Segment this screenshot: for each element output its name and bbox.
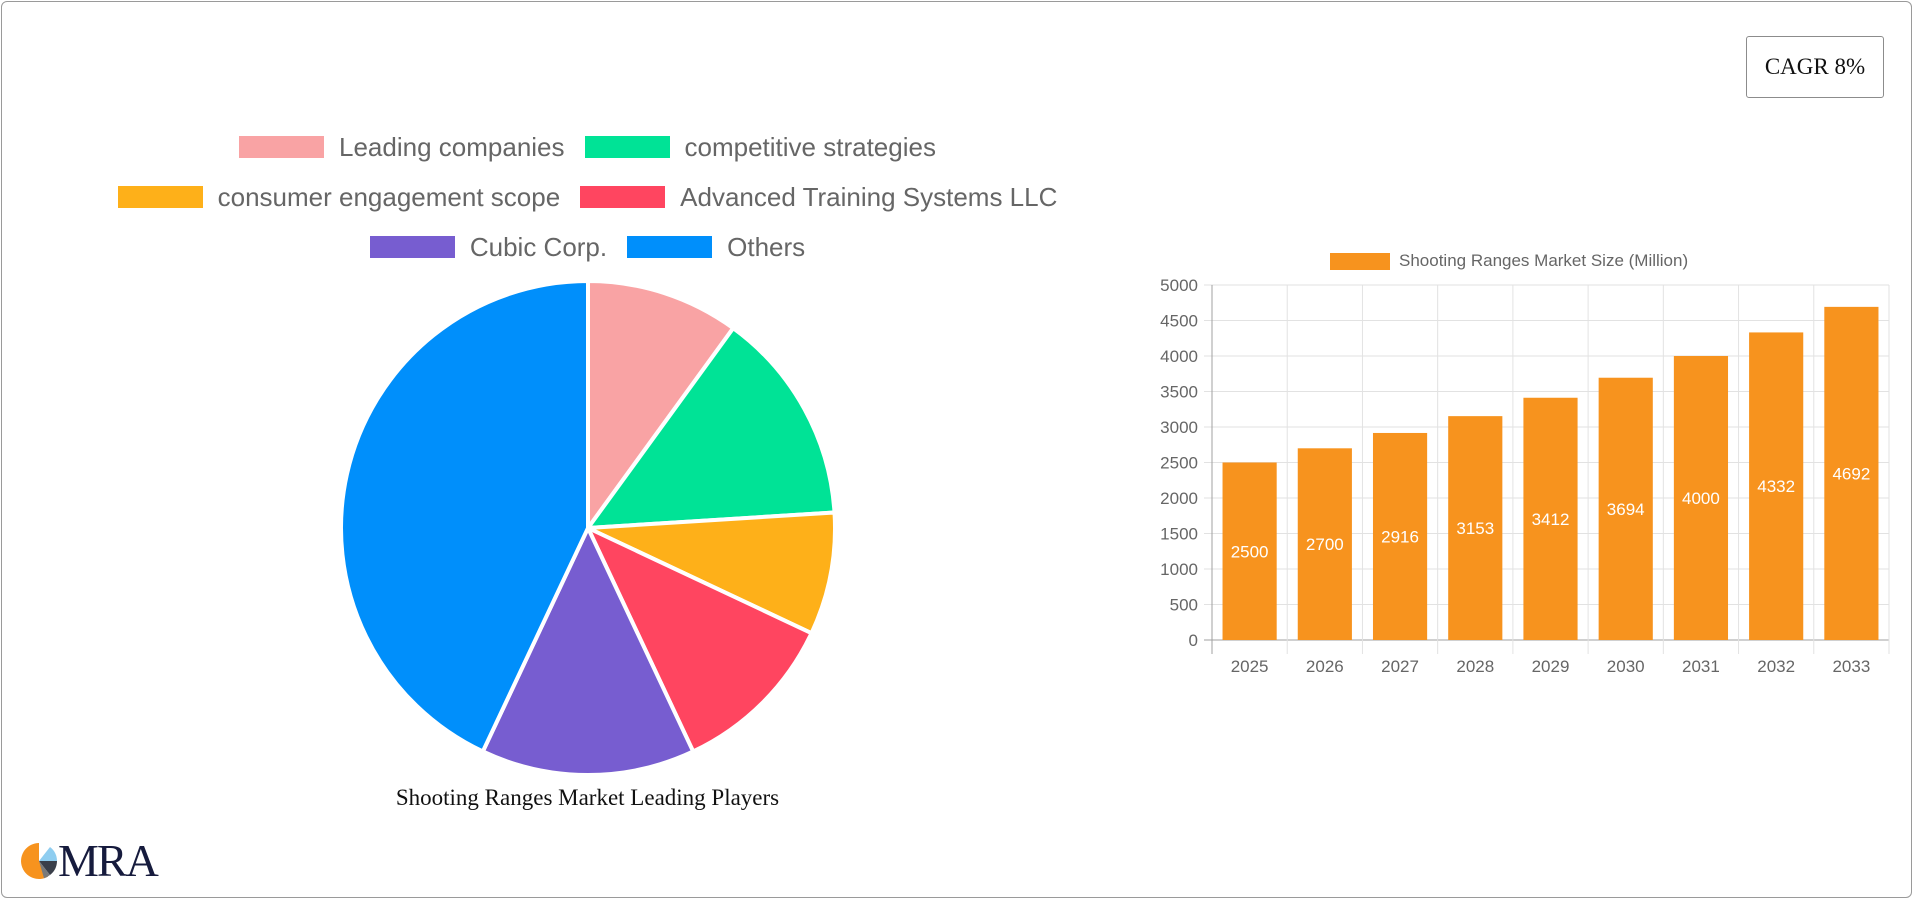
bar[interactable] [1824, 306, 1879, 640]
y-tick-label: 3000 [1160, 418, 1198, 437]
bar[interactable] [1448, 416, 1503, 640]
bar[interactable] [1523, 397, 1578, 640]
bar-value-label: 4000 [1682, 489, 1720, 508]
x-tick-label: 2026 [1306, 657, 1344, 676]
bar[interactable] [1598, 377, 1653, 640]
bar[interactable] [1673, 356, 1729, 640]
cagr-label: CAGR 8% [1764, 54, 1866, 79]
legend-label: Others [727, 231, 806, 262]
y-tick-label: 4500 [1160, 312, 1198, 331]
mra-logo: MRA [20, 835, 159, 886]
y-tick-label: 2500 [1160, 454, 1198, 473]
x-tick-label: 2029 [1532, 657, 1570, 676]
pie-slice[interactable] [480, 526, 696, 777]
legend-label: Leading companies [339, 131, 565, 162]
bar[interactable] [1222, 462, 1277, 641]
y-tick-label: 1500 [1160, 525, 1198, 544]
x-tick-label: 2030 [1607, 657, 1645, 676]
bar-value-label: 3694 [1607, 500, 1645, 519]
legend-swatch [584, 136, 670, 158]
pie-legend: Leading companies competitive strategies c… [60, 122, 1115, 272]
bar-value-label: 4692 [1832, 464, 1870, 483]
cagr-badge: CAGR 8% [1746, 36, 1884, 98]
legend-item[interactable]: Leading companies [239, 132, 565, 163]
pie-slice[interactable] [586, 510, 837, 636]
y-tick-label: 5000 [1160, 276, 1198, 295]
y-tick-label: 500 [1170, 596, 1198, 615]
legend-swatch [369, 236, 455, 258]
pie-slice[interactable] [586, 326, 837, 530]
pie-slice[interactable] [339, 279, 590, 754]
legend-label: consumer engagement scope [217, 181, 561, 212]
legend-label: competitive strategies [684, 131, 936, 162]
bar-value-label: 3412 [1532, 510, 1570, 529]
pie-slice[interactable] [586, 526, 814, 754]
legend-item[interactable]: Advanced Training Systems LLC [580, 182, 1057, 213]
pie-slice[interactable] [586, 279, 736, 530]
bar-value-label: 4332 [1757, 477, 1795, 496]
x-tick-label: 2033 [1832, 657, 1870, 676]
legend-row: consumer engagement scope Advanced Traini… [60, 172, 1115, 222]
legend-row: Leading companies competitive strategies [60, 122, 1115, 172]
legend-item[interactable]: Cubic Corp. [369, 231, 608, 263]
bar-legend-label: Shooting Ranges Market Size (Million) [1399, 251, 1689, 270]
logo-pie-icon [21, 843, 57, 879]
bar[interactable] [1749, 332, 1804, 640]
y-tick-label: 1000 [1160, 560, 1198, 579]
x-tick-label: 2028 [1456, 657, 1494, 676]
legend-item[interactable]: Others [627, 232, 805, 263]
y-tick-label: 4000 [1160, 347, 1198, 366]
bar-value-label: 2700 [1306, 535, 1344, 554]
legend-swatch [580, 186, 666, 208]
x-tick-label: 2032 [1757, 657, 1795, 676]
x-tick-label: 2025 [1231, 657, 1269, 676]
y-tick-label: 3500 [1160, 383, 1198, 402]
legend-swatch [239, 136, 325, 158]
legend-swatch [627, 236, 713, 258]
bar-value-label: 3153 [1456, 519, 1494, 538]
x-tick-label: 2031 [1682, 657, 1720, 676]
legend-row: Cubic Corp. Others [60, 222, 1115, 272]
bar-legend-swatch [1330, 252, 1390, 270]
bar-value-label: 2916 [1381, 527, 1419, 546]
y-tick-label: 0 [1189, 631, 1198, 650]
bar-value-label: 2500 [1231, 542, 1269, 561]
logo-text: MRA [58, 835, 159, 886]
pie-chart-caption: Shooting Ranges Market Leading Players [395, 785, 780, 810]
y-tick-label: 2000 [1160, 489, 1198, 508]
bar-legend[interactable]: Shooting Ranges Market Size (Million) [1330, 251, 1688, 271]
legend-swatch [117, 186, 203, 208]
legend-label: Cubic Corp. [469, 231, 608, 262]
bar[interactable] [1297, 448, 1352, 640]
bar[interactable] [1372, 432, 1428, 640]
legend-label: Advanced Training Systems LLC [680, 181, 1058, 212]
legend-item[interactable]: competitive strategies [584, 131, 936, 163]
x-tick-label: 2027 [1381, 657, 1419, 676]
legend-item[interactable]: consumer engagement scope [117, 181, 561, 213]
